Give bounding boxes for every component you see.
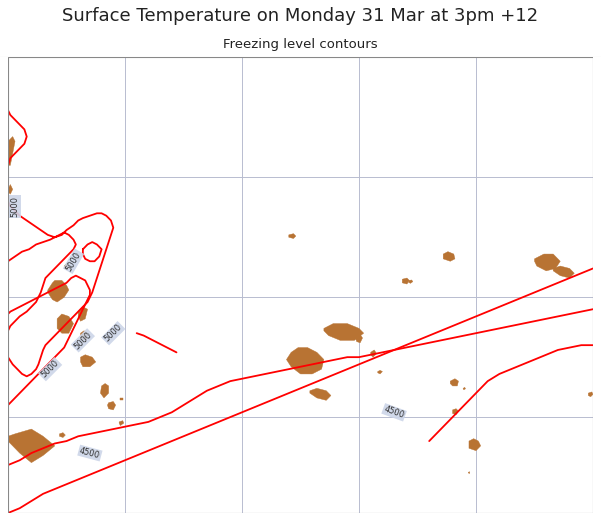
Polygon shape [468,472,470,473]
Polygon shape [57,314,73,333]
Polygon shape [371,350,377,357]
Polygon shape [402,278,409,284]
Text: 4500: 4500 [383,404,406,420]
Polygon shape [120,398,123,400]
Text: 5000: 5000 [40,359,61,380]
Polygon shape [450,379,459,386]
Polygon shape [81,355,96,367]
Polygon shape [469,439,481,450]
Polygon shape [8,136,15,165]
Polygon shape [324,324,364,340]
Polygon shape [78,307,88,321]
Polygon shape [100,384,109,398]
Polygon shape [588,392,593,397]
Polygon shape [287,348,324,374]
Polygon shape [355,334,362,343]
Polygon shape [289,234,296,239]
Text: Freezing level contours: Freezing level contours [223,38,378,51]
Polygon shape [64,264,69,270]
Polygon shape [463,387,465,390]
Text: 5000: 5000 [64,250,83,272]
Text: 5000: 5000 [11,195,19,216]
Polygon shape [444,252,455,261]
Text: 5000: 5000 [103,323,124,344]
Polygon shape [119,421,124,425]
Polygon shape [534,254,560,271]
Polygon shape [47,281,69,302]
Polygon shape [310,388,331,400]
Polygon shape [81,331,88,340]
Polygon shape [453,409,459,415]
Polygon shape [8,429,55,463]
Polygon shape [409,280,413,283]
Text: 5000: 5000 [72,330,94,351]
Polygon shape [108,402,115,410]
Polygon shape [377,370,382,374]
Text: 4500: 4500 [79,446,101,460]
Text: Surface Temperature on Monday 31 Mar at 3pm +12: Surface Temperature on Monday 31 Mar at … [63,7,538,25]
Polygon shape [8,185,13,194]
Polygon shape [554,266,575,278]
Polygon shape [59,432,66,438]
